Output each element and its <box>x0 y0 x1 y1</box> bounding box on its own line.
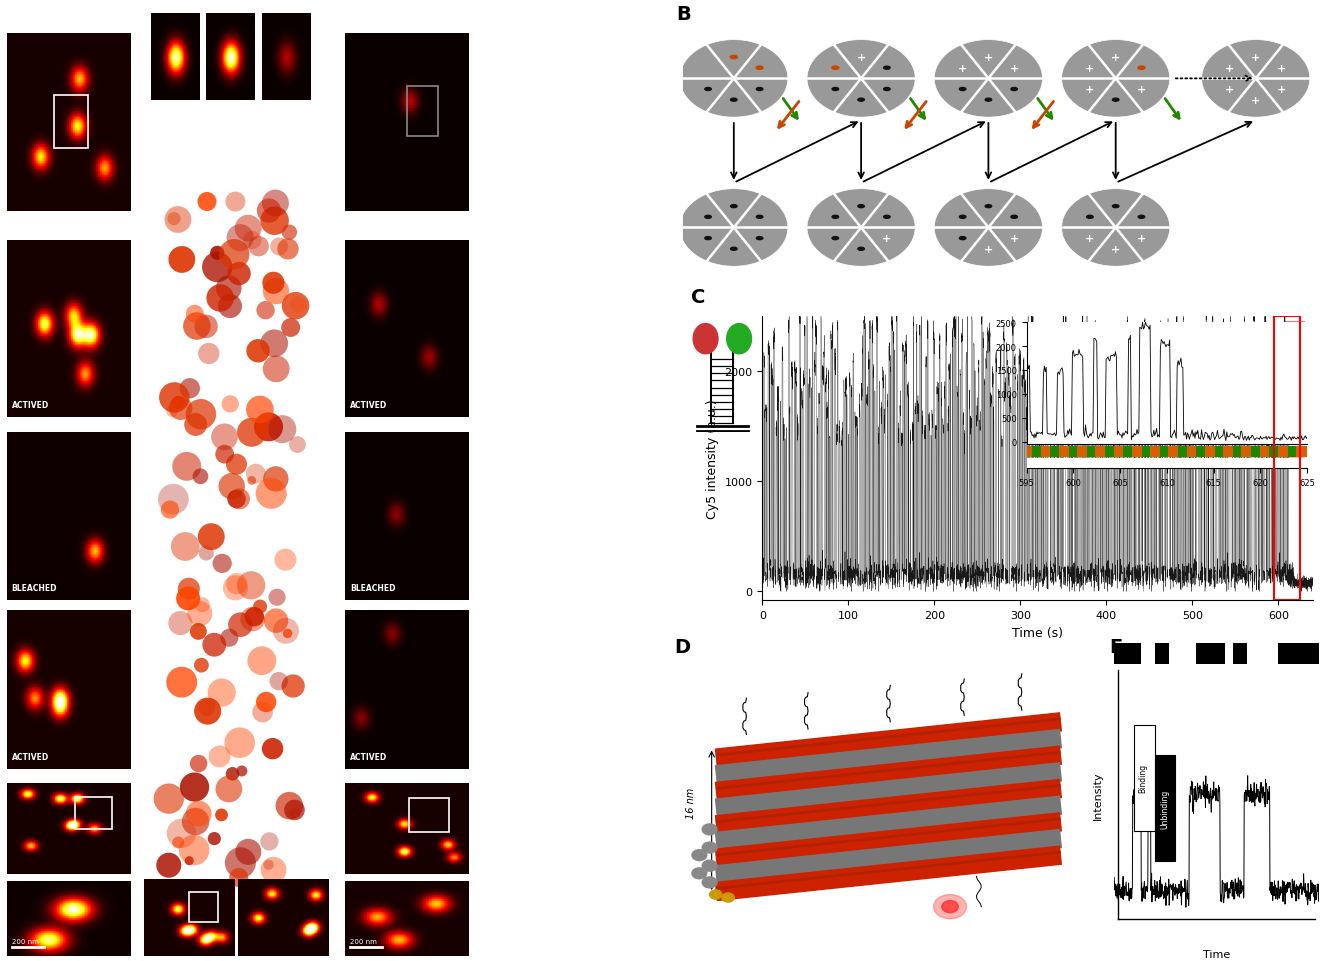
Text: +: + <box>1085 234 1094 244</box>
Circle shape <box>1138 216 1144 219</box>
Bar <box>1225 643 1233 665</box>
Text: +: + <box>1009 234 1018 244</box>
Circle shape <box>731 99 737 102</box>
Ellipse shape <box>935 189 1042 267</box>
Circle shape <box>727 324 752 355</box>
Circle shape <box>756 67 762 70</box>
Circle shape <box>721 893 735 902</box>
Circle shape <box>756 88 762 91</box>
Ellipse shape <box>680 40 788 118</box>
Text: +: + <box>984 53 993 63</box>
Circle shape <box>934 895 967 919</box>
Bar <box>1274 317 1299 601</box>
Text: +: + <box>1252 53 1260 63</box>
Text: +: + <box>1009 63 1018 74</box>
Circle shape <box>1087 216 1093 219</box>
Y-axis label: Cy5 intensity (a.u.): Cy5 intensity (a.u.) <box>705 399 719 519</box>
Bar <box>1135 725 1155 831</box>
Text: +: + <box>1225 63 1235 74</box>
Text: +: + <box>857 53 866 63</box>
Circle shape <box>858 206 865 209</box>
Circle shape <box>709 890 721 899</box>
Text: Time: Time <box>1203 949 1231 959</box>
Bar <box>1155 755 1176 861</box>
Ellipse shape <box>680 189 788 267</box>
Text: +: + <box>1085 63 1094 74</box>
Text: C: C <box>691 288 705 307</box>
Circle shape <box>1138 67 1144 70</box>
Circle shape <box>833 216 838 219</box>
Circle shape <box>705 237 711 240</box>
Text: +: + <box>1136 234 1146 244</box>
Circle shape <box>705 216 711 219</box>
Circle shape <box>692 850 707 861</box>
Ellipse shape <box>808 40 915 118</box>
Text: 16 nm: 16 nm <box>686 787 696 818</box>
Text: +: + <box>399 778 415 798</box>
Circle shape <box>705 88 711 91</box>
Text: Cy5: Cy5 <box>699 336 713 342</box>
Text: B: B <box>676 5 691 24</box>
Circle shape <box>703 877 717 888</box>
Circle shape <box>731 248 737 251</box>
Text: +: + <box>1277 85 1286 95</box>
Ellipse shape <box>1062 40 1170 118</box>
Text: +: + <box>1252 95 1260 106</box>
Text: +: + <box>957 63 967 74</box>
Text: +: + <box>882 234 891 244</box>
Circle shape <box>831 67 839 70</box>
Circle shape <box>1010 88 1017 91</box>
Text: Intensity: Intensity <box>1093 771 1102 819</box>
Text: +: + <box>1225 85 1235 95</box>
Text: +: + <box>984 244 993 255</box>
Text: +: + <box>1136 85 1146 95</box>
Text: E: E <box>1110 637 1123 656</box>
Circle shape <box>883 88 890 91</box>
Circle shape <box>756 216 762 219</box>
Circle shape <box>858 248 865 251</box>
Bar <box>1114 643 1319 665</box>
Circle shape <box>960 88 965 91</box>
Text: D: D <box>675 637 691 656</box>
Circle shape <box>960 216 965 219</box>
Circle shape <box>703 825 717 835</box>
Text: Cy3: Cy3 <box>732 336 747 342</box>
Text: Unbinding: Unbinding <box>1160 789 1170 828</box>
Bar <box>1140 643 1155 665</box>
Circle shape <box>1113 99 1119 102</box>
Circle shape <box>731 206 737 209</box>
Bar <box>1248 643 1278 665</box>
Circle shape <box>692 868 707 879</box>
Text: +: + <box>1277 63 1286 74</box>
X-axis label: Time (s): Time (s) <box>1012 626 1063 639</box>
Ellipse shape <box>1062 189 1170 267</box>
Text: +: + <box>1111 53 1120 63</box>
Text: 75 nm: 75 nm <box>960 836 997 857</box>
Circle shape <box>858 99 865 102</box>
Bar <box>1170 643 1196 665</box>
Text: +: + <box>1111 244 1120 255</box>
Circle shape <box>985 99 992 102</box>
Circle shape <box>703 842 717 853</box>
Ellipse shape <box>808 189 915 267</box>
Text: +: + <box>36 778 52 798</box>
Circle shape <box>833 237 838 240</box>
Circle shape <box>985 206 992 209</box>
Circle shape <box>756 237 762 240</box>
Circle shape <box>693 324 717 355</box>
Circle shape <box>960 237 965 240</box>
Text: +: + <box>1085 85 1094 95</box>
Circle shape <box>941 900 959 913</box>
Circle shape <box>731 57 737 60</box>
Circle shape <box>703 860 717 872</box>
Circle shape <box>1010 216 1017 219</box>
Text: A: A <box>13 21 29 40</box>
Circle shape <box>883 67 890 70</box>
Circle shape <box>833 88 838 91</box>
Text: Binding: Binding <box>1138 763 1147 793</box>
Ellipse shape <box>935 40 1042 118</box>
Ellipse shape <box>1201 40 1310 118</box>
Circle shape <box>1113 206 1119 209</box>
Circle shape <box>883 216 890 219</box>
